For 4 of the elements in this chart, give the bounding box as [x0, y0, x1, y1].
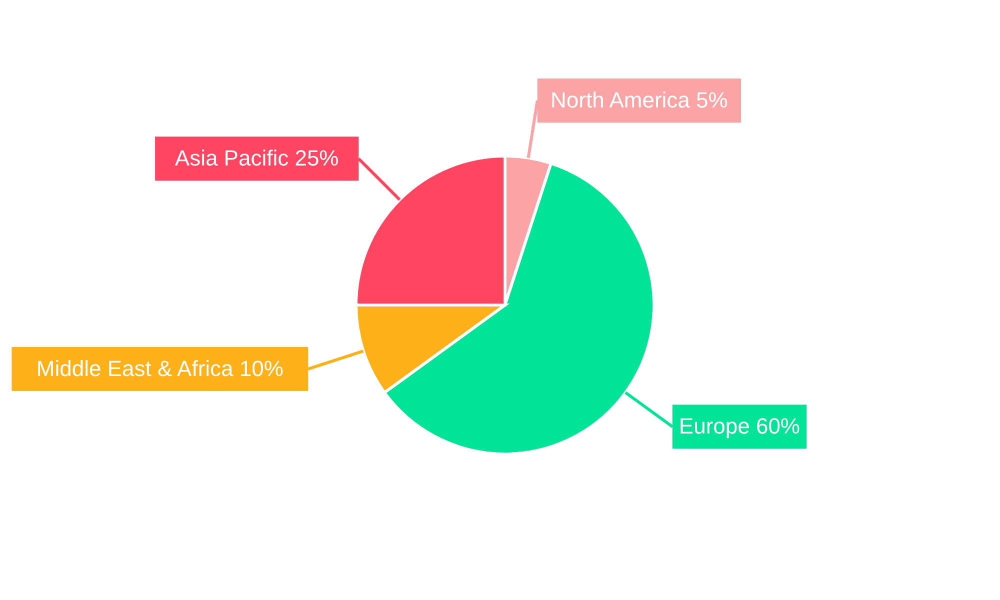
slice-label: North America 5%: [550, 87, 728, 112]
slice-label: Middle East & Africa 10%: [36, 356, 284, 381]
slice-label: Asia Pacific 25%: [174, 145, 339, 170]
slice-label: Europe 60%: [678, 413, 800, 438]
